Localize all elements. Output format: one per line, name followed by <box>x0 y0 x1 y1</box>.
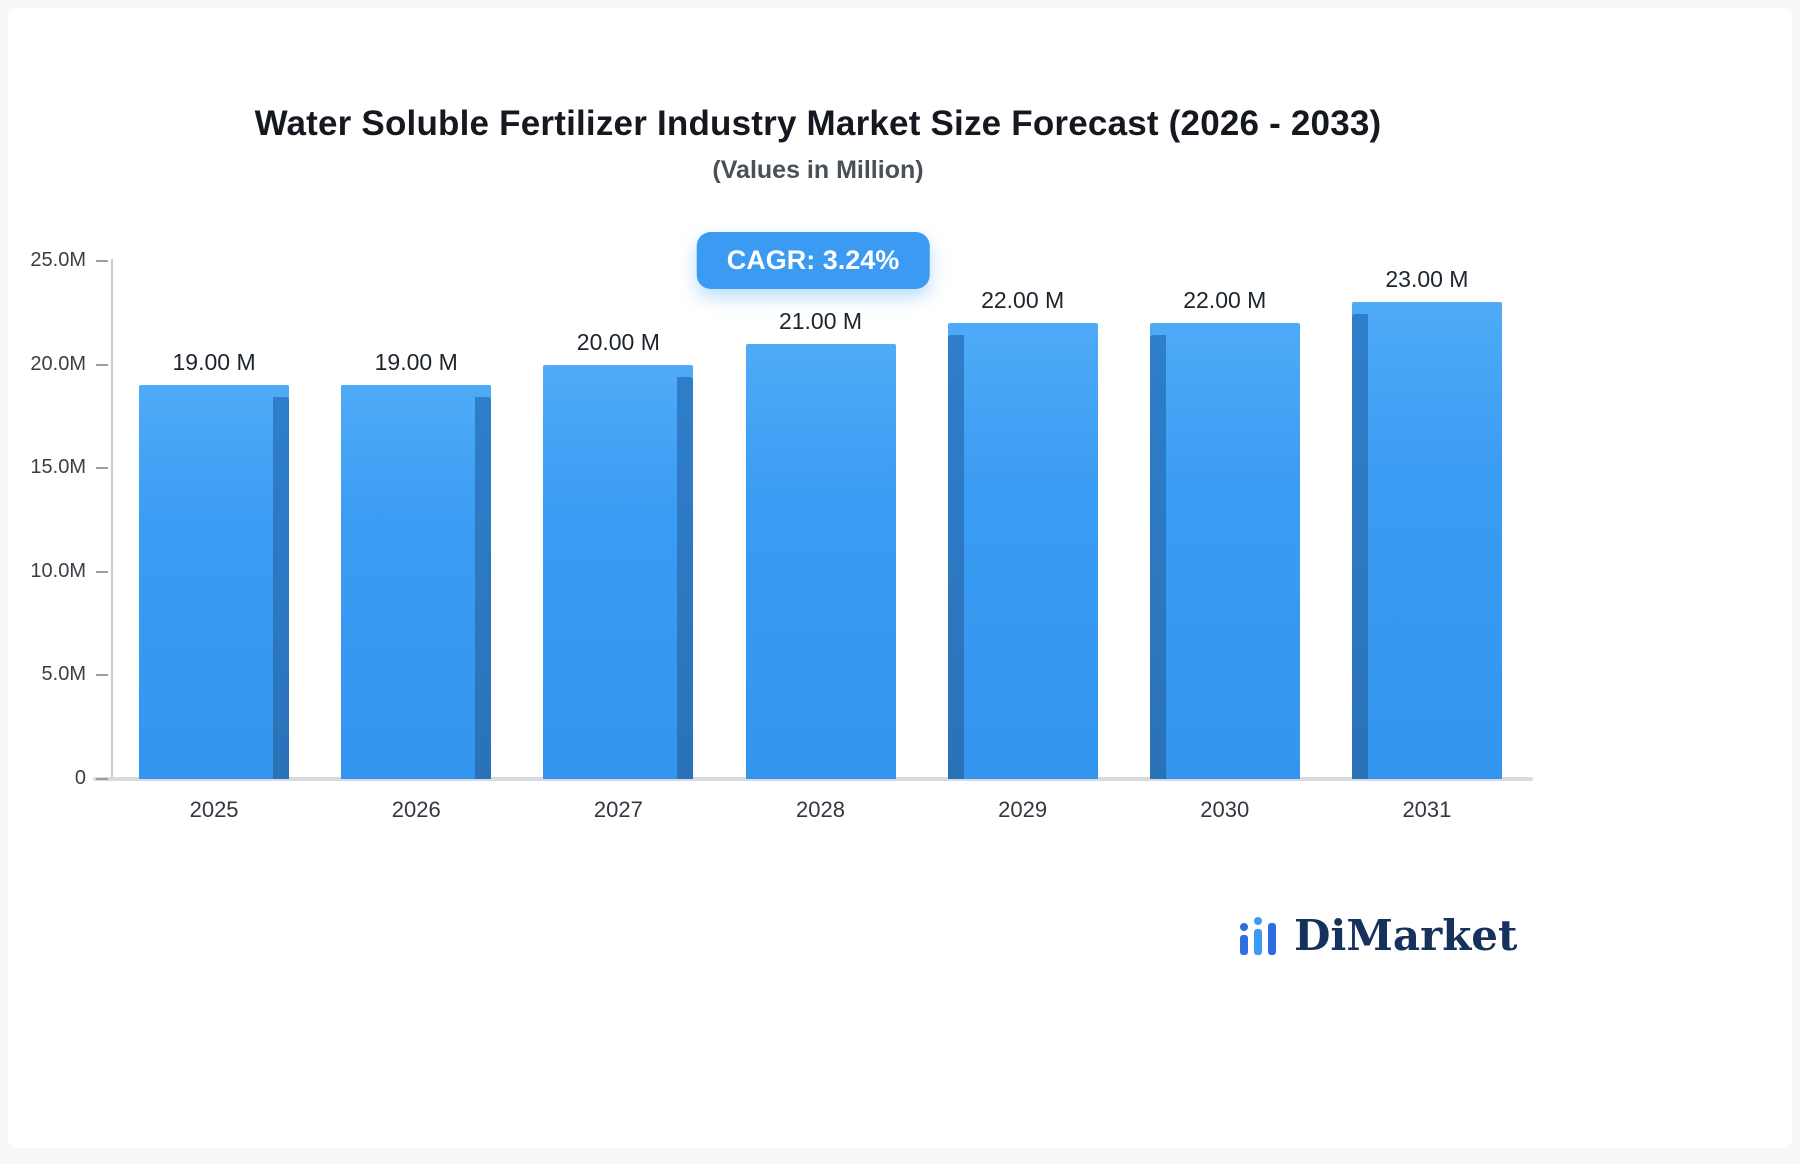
cagr-badge: CAGR: 3.24% <box>696 232 930 289</box>
x-tick-label-2027: 2027 <box>593 797 643 822</box>
brand-logo: DiMarket <box>1236 911 1517 960</box>
y-tick-mark <box>96 363 108 366</box>
bar-face <box>745 343 896 779</box>
y-tick-label: 0 <box>74 767 86 789</box>
brand-logo-text: DiMarket <box>1294 911 1518 960</box>
bar-side-face <box>947 335 964 779</box>
x-tick-label-2028: 2028 <box>796 797 845 822</box>
bar-value-label: 19.00 M <box>374 349 458 376</box>
bar-face <box>1149 323 1300 779</box>
y-tick-label: 25.0M <box>30 249 86 271</box>
bar-2027[interactable]: 20.00 M <box>543 329 694 779</box>
x-axis-baseline <box>93 777 1533 781</box>
bar-2029[interactable]: 22.00 M <box>947 287 1098 779</box>
x-tick-label-2025: 2025 <box>189 797 239 822</box>
bar-side-face <box>1351 314 1368 779</box>
bar-value-label: 23.00 M <box>1385 266 1469 293</box>
y-tick-label: 20.0M <box>30 352 86 375</box>
bar-side-face <box>273 397 290 779</box>
y-tick-label: 10.0M <box>30 559 86 582</box>
bar-2026[interactable]: 19.00 M <box>341 349 492 779</box>
bar-2028[interactable]: 21.00 M <box>745 308 896 779</box>
bar-side-face <box>475 397 492 779</box>
bar-value-label: 20.00 M <box>576 328 660 355</box>
bar-face <box>139 385 290 779</box>
y-tick-mark <box>96 467 108 470</box>
chart-card: Water Soluble Fertilizer Industry Market… <box>8 8 1792 1148</box>
chart-title: Water Soluble Fertilizer Industry Market… <box>254 104 1382 143</box>
bar-value-label: 22.00 M <box>1183 287 1267 314</box>
x-tick-label-2026: 2026 <box>391 797 441 822</box>
chart-subtitle: (Values in Million) <box>712 156 924 184</box>
y-tick-mark <box>96 778 108 780</box>
bar-face <box>1351 302 1502 779</box>
bar-side-face <box>677 376 694 779</box>
y-tick-mark <box>96 674 108 677</box>
bar-2031[interactable]: 23.00 M <box>1351 266 1502 779</box>
x-tick-label-2029: 2029 <box>998 797 1048 822</box>
y-tick-label: 15.0M <box>30 456 86 479</box>
x-tick-label-2031: 2031 <box>1402 797 1452 822</box>
bar-face <box>947 323 1098 779</box>
bar-side-face <box>1149 335 1166 779</box>
y-tick-mark <box>96 570 108 573</box>
bar-value-label: 21.00 M <box>778 307 863 334</box>
bar-value-label: 22.00 M <box>981 287 1065 314</box>
bar-face <box>341 385 492 779</box>
dimarket-logo-icon <box>1240 916 1276 955</box>
y-axis-line <box>111 259 113 779</box>
y-tick-label: 5.0M <box>41 663 86 686</box>
bar-2025[interactable]: 19.00 M <box>139 349 290 779</box>
bar-face <box>543 364 694 779</box>
bar-value-label: 19.00 M <box>172 349 256 376</box>
y-tick-mark <box>96 260 108 262</box>
bar-2030[interactable]: 22.00 M <box>1149 287 1300 779</box>
x-tick-label-2030: 2030 <box>1200 797 1250 822</box>
